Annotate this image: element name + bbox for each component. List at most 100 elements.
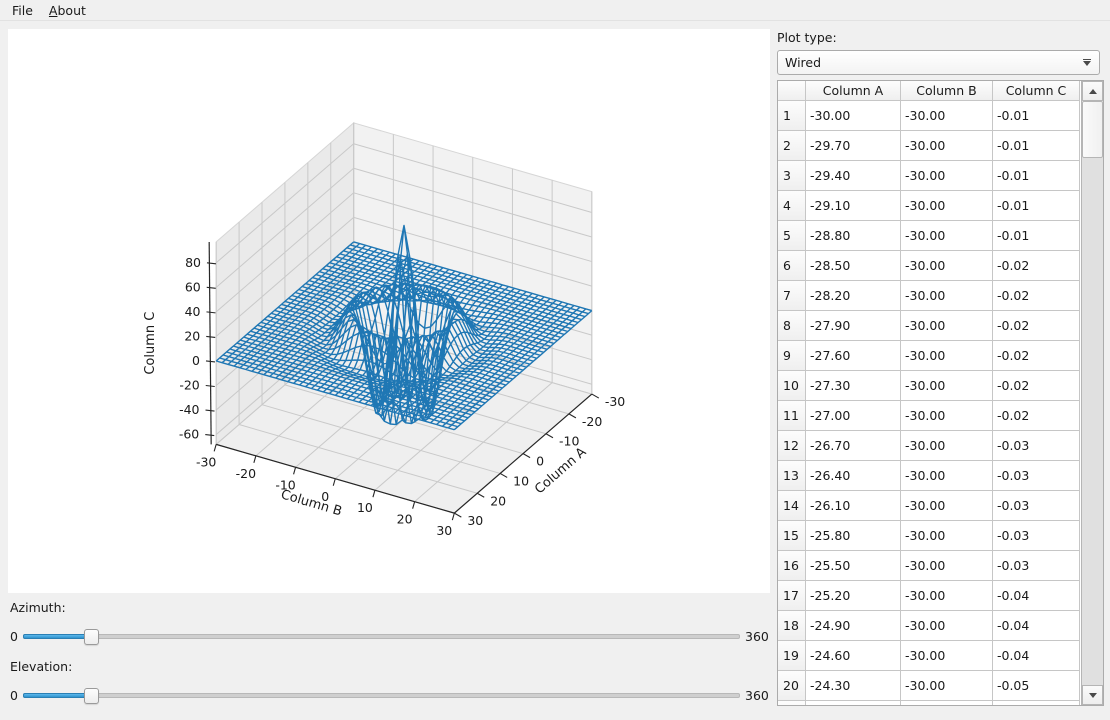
table-cell[interactable]: -28.80 <box>806 221 901 251</box>
table-cell[interactable]: -0.02 <box>993 371 1080 401</box>
table-cell[interactable]: -30.00 <box>901 461 993 491</box>
table-cell[interactable] <box>806 701 901 705</box>
table-cell[interactable]: -0.05 <box>993 671 1080 701</box>
table-cell[interactable]: -0.03 <box>993 491 1080 521</box>
table-cell[interactable] <box>993 701 1080 705</box>
table-cell[interactable]: -24.30 <box>806 671 901 701</box>
table-cell[interactable]: -26.10 <box>806 491 901 521</box>
elevation-slider-handle[interactable] <box>83 688 99 704</box>
table-cell[interactable]: -30.00 <box>901 551 993 581</box>
table-cell[interactable]: -30.00 <box>901 101 993 131</box>
table-header-column-b[interactable]: Column B <box>901 81 993 101</box>
table-row[interactable]: 17 -25.20 -30.00 -0.04 <box>778 581 1103 611</box>
table-row[interactable]: 10 -27.30 -30.00 -0.02 <box>778 371 1103 401</box>
table-row[interactable]: 4 -29.10 -30.00 -0.01 <box>778 191 1103 221</box>
table-cell[interactable]: -30.00 <box>901 311 993 341</box>
table-cell[interactable]: -28.20 <box>806 281 901 311</box>
table-cell[interactable]: -25.50 <box>806 551 901 581</box>
table-row[interactable]: 6 -28.50 -30.00 -0.02 <box>778 251 1103 281</box>
table-cell[interactable] <box>901 701 993 705</box>
table-cell[interactable]: -30.00 <box>901 491 993 521</box>
elevation-slider-track[interactable] <box>23 688 740 704</box>
table-vertical-scrollbar[interactable] <box>1081 81 1103 705</box>
table-cell[interactable]: -30.00 <box>901 431 993 461</box>
table-cell[interactable]: -0.01 <box>993 221 1080 251</box>
table-cell[interactable]: -25.80 <box>806 521 901 551</box>
table-row[interactable]: 18 -24.90 -30.00 -0.04 <box>778 611 1103 641</box>
table-cell[interactable]: -26.70 <box>806 431 901 461</box>
table-cell[interactable]: -27.90 <box>806 311 901 341</box>
table-cell[interactable]: -24.90 <box>806 611 901 641</box>
table-row[interactable]: 12 -26.70 -30.00 -0.03 <box>778 431 1103 461</box>
table-cell[interactable]: -0.02 <box>993 341 1080 371</box>
plot-type-combobox[interactable]: Wired <box>777 50 1100 75</box>
table-cell[interactable]: -28.50 <box>806 251 901 281</box>
table-cell[interactable]: -0.02 <box>993 281 1080 311</box>
table-row[interactable]: 20 -24.30 -30.00 -0.05 <box>778 671 1103 701</box>
table-cell[interactable]: -30.00 <box>901 371 993 401</box>
table-cell[interactable]: -30.00 <box>901 611 993 641</box>
table-cell[interactable]: -0.01 <box>993 101 1080 131</box>
table-row[interactable]: 13 -26.40 -30.00 -0.03 <box>778 461 1103 491</box>
table-cell[interactable]: -0.04 <box>993 641 1080 671</box>
table-row[interactable] <box>778 701 1103 705</box>
elevation-slider[interactable]: 0 360 <box>0 687 770 704</box>
menu-item-file[interactable]: File <box>12 2 33 18</box>
table-cell[interactable]: -30.00 <box>901 251 993 281</box>
table-header-column-c[interactable]: Column C <box>993 81 1080 101</box>
table-cell[interactable]: -0.03 <box>993 521 1080 551</box>
table-header-column-a[interactable]: Column A <box>806 81 901 101</box>
table-row[interactable]: 19 -24.60 -30.00 -0.04 <box>778 641 1103 671</box>
table-row[interactable]: 9 -27.60 -30.00 -0.02 <box>778 341 1103 371</box>
scrollbar-up-button[interactable] <box>1082 81 1103 101</box>
scrollbar-down-button[interactable] <box>1082 685 1103 705</box>
table-cell[interactable]: -0.01 <box>993 191 1080 221</box>
table-row[interactable]: 14 -26.10 -30.00 -0.03 <box>778 491 1103 521</box>
scrollbar-thumb[interactable] <box>1082 101 1103 158</box>
table-cell[interactable]: -30.00 <box>901 641 993 671</box>
table-row[interactable]: 15 -25.80 -30.00 -0.03 <box>778 521 1103 551</box>
table-cell[interactable]: -0.02 <box>993 401 1080 431</box>
table-cell[interactable]: -30.00 <box>901 161 993 191</box>
table-cell[interactable]: -30.00 <box>901 671 993 701</box>
azimuth-slider-handle[interactable] <box>83 629 99 645</box>
table-cell[interactable]: -27.60 <box>806 341 901 371</box>
table-row[interactable]: 5 -28.80 -30.00 -0.01 <box>778 221 1103 251</box>
table-cell[interactable]: -0.03 <box>993 431 1080 461</box>
table-cell[interactable]: -27.30 <box>806 371 901 401</box>
table-cell[interactable]: -0.01 <box>993 131 1080 161</box>
table-cell[interactable]: -0.03 <box>993 461 1080 491</box>
table-cell[interactable]: -29.40 <box>806 161 901 191</box>
azimuth-slider-track[interactable] <box>23 629 740 645</box>
table-cell[interactable]: -0.02 <box>993 251 1080 281</box>
table-cell[interactable]: -0.04 <box>993 581 1080 611</box>
menu-item-about[interactable]: About <box>48 2 86 18</box>
table-cell[interactable]: -29.10 <box>806 191 901 221</box>
table-cell[interactable]: -30.00 <box>901 281 993 311</box>
table-row[interactable]: 7 -28.20 -30.00 -0.02 <box>778 281 1103 311</box>
table-cell[interactable]: -0.03 <box>993 551 1080 581</box>
table-row[interactable]: 3 -29.40 -30.00 -0.01 <box>778 161 1103 191</box>
table-row[interactable]: 2 -29.70 -30.00 -0.01 <box>778 131 1103 161</box>
table-cell[interactable]: -25.20 <box>806 581 901 611</box>
table-cell[interactable]: -29.70 <box>806 131 901 161</box>
table-cell[interactable]: -30.00 <box>901 131 993 161</box>
scrollbar-track[interactable] <box>1082 158 1103 685</box>
table-row[interactable]: 1 -30.00 -30.00 -0.01 <box>778 101 1103 131</box>
table-cell[interactable]: -0.02 <box>993 311 1080 341</box>
table-cell[interactable]: -30.00 <box>901 401 993 431</box>
table-row[interactable]: 8 -27.90 -30.00 -0.02 <box>778 311 1103 341</box>
table-cell[interactable]: -24.60 <box>806 641 901 671</box>
azimuth-slider[interactable]: 0 360 <box>0 628 770 645</box>
table-row[interactable]: 11 -27.00 -30.00 -0.02 <box>778 401 1103 431</box>
table-cell[interactable]: -30.00 <box>901 581 993 611</box>
table-cell[interactable]: -0.01 <box>993 161 1080 191</box>
table-cell[interactable]: -27.00 <box>806 401 901 431</box>
table-cell[interactable]: -30.00 <box>806 101 901 131</box>
table-cell[interactable]: -26.40 <box>806 461 901 491</box>
table-cell[interactable]: -30.00 <box>901 341 993 371</box>
table-row[interactable]: 16 -25.50 -30.00 -0.03 <box>778 551 1103 581</box>
table-cell[interactable]: -30.00 <box>901 191 993 221</box>
table-cell[interactable]: -30.00 <box>901 221 993 251</box>
table-cell[interactable]: -0.04 <box>993 611 1080 641</box>
